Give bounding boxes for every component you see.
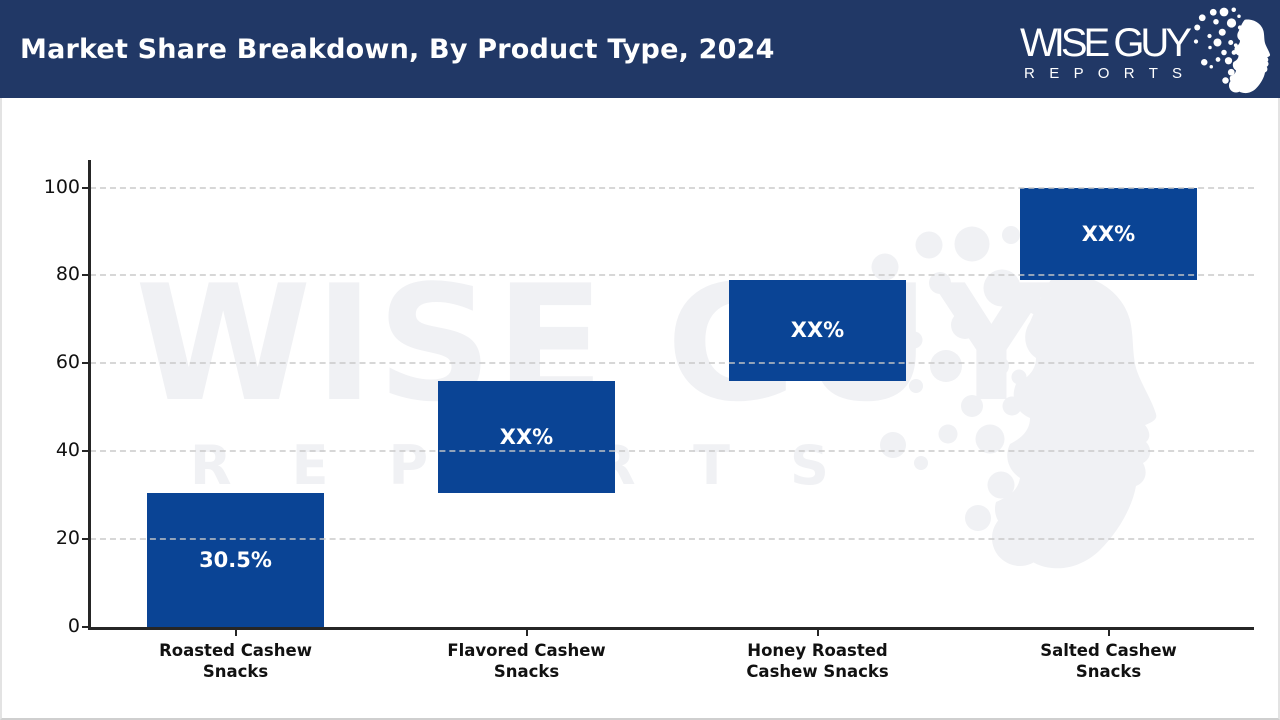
y-tick-label: 80: [55, 263, 80, 286]
gridline: [90, 538, 1254, 541]
bar-value-label: XX%: [790, 318, 845, 343]
logo-dotted-head-icon: [1193, 7, 1271, 94]
y-tick-label: 60: [55, 351, 80, 374]
y-tick-label: 0: [67, 615, 80, 637]
y-tick-label: 40: [55, 439, 80, 462]
gridline: [90, 450, 1254, 453]
x-tick-mark: [816, 627, 819, 636]
y-tick-label: 100: [43, 175, 80, 198]
header-banner: Market Share Breakdown, By Product Type,…: [0, 0, 1280, 98]
x-tick-mark: [525, 627, 528, 636]
y-tick-mark: [82, 186, 90, 189]
y-tick-label: 20: [55, 527, 80, 550]
x-category-label: Flavored Cashew Snacks: [447, 641, 606, 682]
x-tick-mark: [1107, 627, 1110, 636]
x-tick-mark: [234, 627, 237, 636]
y-tick-mark: [82, 626, 90, 628]
bar-segment: XX%: [1020, 187, 1197, 280]
bar-value-label: XX%: [1081, 221, 1136, 246]
bar-value-label: XX%: [499, 424, 554, 449]
bar-segment: 30.5%: [147, 492, 324, 627]
gridline: [90, 186, 1254, 189]
x-category-label: Honey Roasted Cashew Snacks: [746, 641, 889, 682]
x-category-label: Salted Cashew Snacks: [1040, 641, 1177, 682]
bar-value-label: 30.5%: [199, 547, 272, 572]
page-title: Market Share Breakdown, By Product Type,…: [20, 33, 775, 65]
y-tick-mark: [82, 274, 90, 277]
y-tick-mark: [82, 362, 90, 365]
x-axis-line: [88, 627, 1254, 630]
logo-wordmark: WISE GUY: [1020, 21, 1192, 65]
y-axis-line: [88, 160, 91, 630]
bar-segment: XX%: [438, 380, 615, 493]
gridline: [90, 274, 1254, 277]
y-tick-mark: [82, 538, 90, 541]
bar-segment: XX%: [729, 279, 906, 381]
gridline: [90, 362, 1254, 365]
logo-subtitle: R E P O R T S: [1024, 65, 1182, 82]
y-tick-mark: [82, 450, 90, 453]
wise-guy-reports-logo: WISE GUY R E P O R T S: [1020, 7, 1271, 94]
x-category-label: Roasted Cashew Snacks: [159, 641, 312, 682]
